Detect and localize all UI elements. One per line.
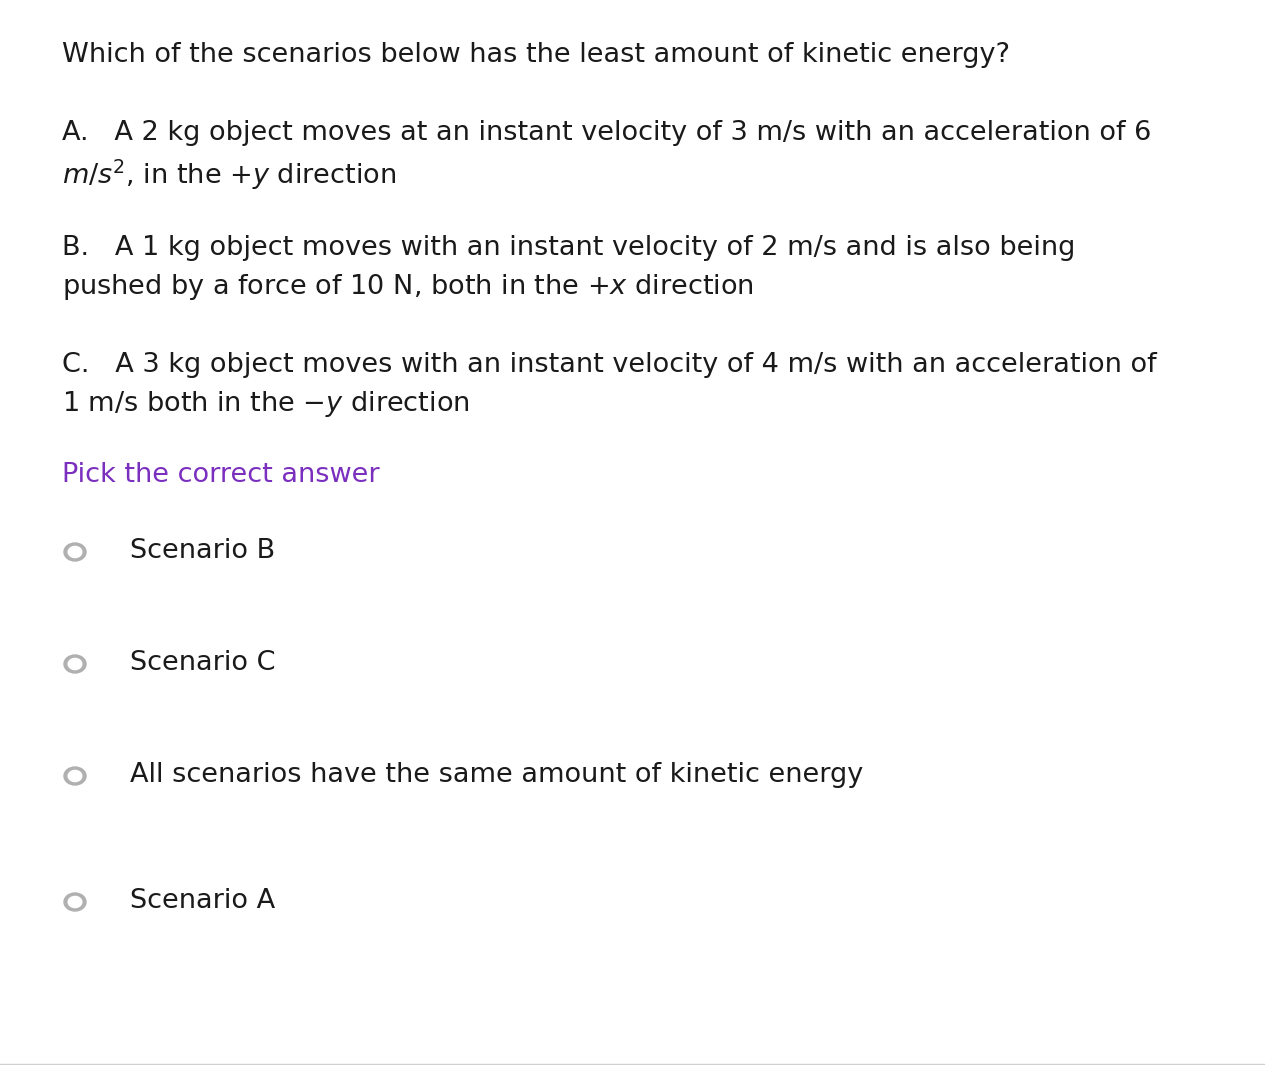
Text: Scenario B: Scenario B — [130, 538, 275, 564]
Ellipse shape — [65, 543, 86, 561]
Text: All scenarios have the same amount of kinetic energy: All scenarios have the same amount of ki… — [130, 761, 863, 788]
Ellipse shape — [68, 658, 82, 670]
Text: B.   A 1 kg object moves with an instant velocity of 2 m/s and is also being: B. A 1 kg object moves with an instant v… — [62, 235, 1075, 261]
Text: Scenario A: Scenario A — [130, 888, 275, 914]
Ellipse shape — [65, 767, 86, 785]
Text: C.   A 3 kg object moves with an instant velocity of 4 m/s with an acceleration : C. A 3 kg object moves with an instant v… — [62, 353, 1156, 378]
Text: A.   A 2 kg object moves at an instant velocity of 3 m/s with an acceleration of: A. A 2 kg object moves at an instant vel… — [62, 120, 1151, 146]
Text: 1 m/s both in the $-y$ direction: 1 m/s both in the $-y$ direction — [62, 389, 469, 419]
Text: Which of the scenarios below has the least amount of kinetic energy?: Which of the scenarios below has the lea… — [62, 42, 1009, 68]
Text: Pick the correct answer: Pick the correct answer — [62, 462, 380, 488]
Ellipse shape — [68, 546, 82, 558]
Ellipse shape — [65, 655, 86, 673]
Text: pushed by a force of 10 N, both in the $+x$ direction: pushed by a force of 10 N, both in the $… — [62, 272, 754, 302]
Ellipse shape — [68, 897, 82, 907]
Ellipse shape — [65, 892, 86, 911]
Text: $m/s^2$, in the $+y$ direction: $m/s^2$, in the $+y$ direction — [62, 157, 396, 192]
Ellipse shape — [68, 770, 82, 782]
Text: Scenario C: Scenario C — [130, 650, 276, 676]
